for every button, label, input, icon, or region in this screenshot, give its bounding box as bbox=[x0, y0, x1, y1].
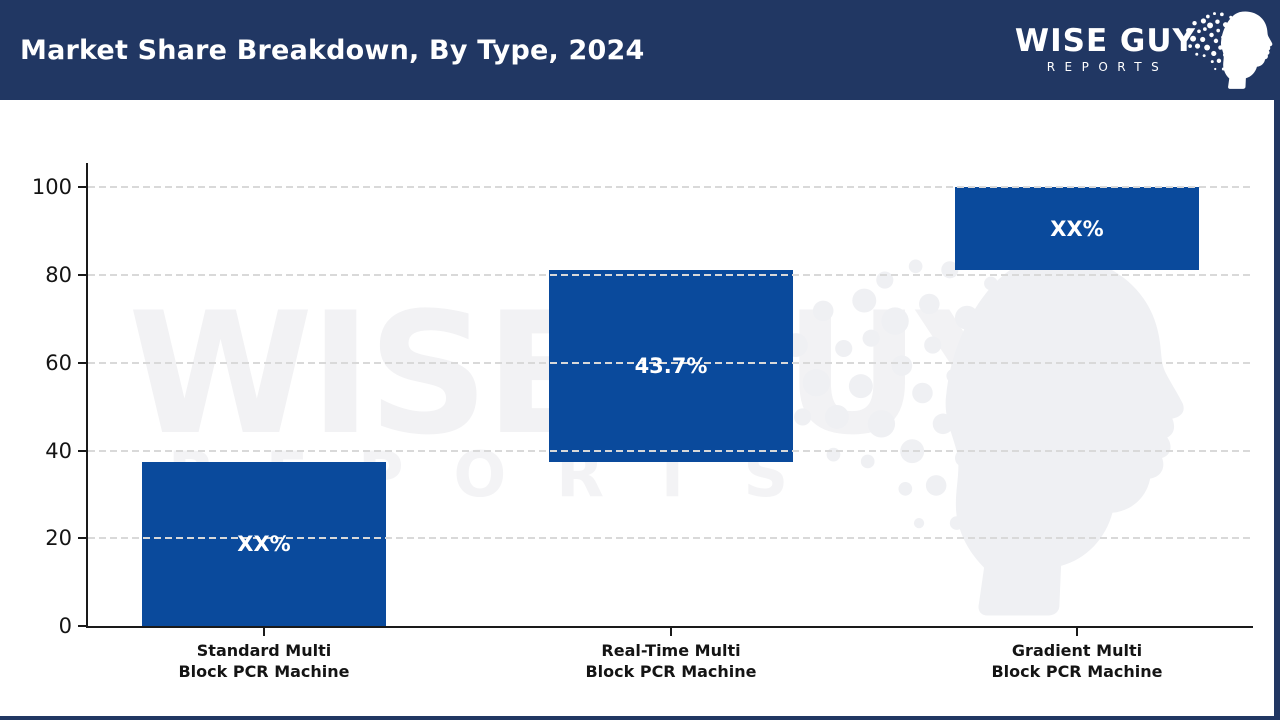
x-axis-line bbox=[86, 626, 1253, 628]
gridline-20 bbox=[88, 537, 1253, 540]
chart-canvas: WISE GUY REPORTS 0 20 40 60 80 100 XX% 43.7% XX%… bbox=[0, 100, 1280, 720]
gridline-40 bbox=[88, 449, 1253, 452]
watermark-face-icon bbox=[765, 215, 1210, 660]
x-category-label-line: Real-Time Multi bbox=[601, 641, 741, 660]
logo-subtitle: REPORTS bbox=[1046, 60, 1169, 74]
y-axis-line bbox=[86, 163, 88, 626]
y-tick-0 bbox=[78, 625, 88, 627]
logo-face-icon bbox=[1182, 6, 1278, 95]
bar-segment-2 bbox=[549, 269, 793, 462]
y-tick-40 bbox=[78, 449, 88, 452]
watermark-wordmark: WISE GUY bbox=[128, 276, 1038, 472]
gridline-100 bbox=[88, 186, 1253, 189]
y-tick-label-40: 40 bbox=[45, 438, 72, 463]
x-tick-1 bbox=[263, 628, 265, 636]
y-tick-20 bbox=[78, 537, 88, 540]
y-tick-label-0: 0 bbox=[58, 614, 72, 638]
y-tick-100 bbox=[78, 186, 88, 189]
x-category-label-line: Standard Multi bbox=[196, 641, 332, 660]
x-category-label-line: Gradient Multi bbox=[1011, 641, 1143, 660]
x-category-label-1: Standard Multi Block PCR Machine bbox=[104, 640, 424, 682]
page-title: Market Share Breakdown, By Type, 2024 bbox=[20, 34, 645, 66]
bar-segment-1 bbox=[142, 461, 386, 626]
x-category-label-line: Block PCR Machine bbox=[178, 662, 350, 681]
logo-wordmark: WISE GUY bbox=[1014, 23, 1196, 59]
bar-value-label-3: XX% bbox=[1050, 216, 1104, 241]
wise-guy-reports-logo: WISE GUY REPORTS bbox=[1015, 6, 1278, 95]
y-tick-label-60: 60 bbox=[45, 350, 72, 375]
x-category-label-2: Real-Time Multi Block PCR Machine bbox=[511, 640, 831, 682]
x-category-label-line: Block PCR Machine bbox=[991, 662, 1163, 681]
bar-segment-3 bbox=[955, 187, 1199, 270]
gridline-80 bbox=[88, 274, 1253, 277]
gridline-60 bbox=[88, 361, 1253, 364]
y-tick-60 bbox=[78, 361, 88, 364]
y-tick-label-20: 20 bbox=[45, 526, 72, 551]
bar-value-label-1: XX% bbox=[237, 531, 291, 556]
x-tick-2 bbox=[670, 628, 672, 636]
x-category-label-line: Block PCR Machine bbox=[585, 662, 757, 681]
y-tick-label-80: 80 bbox=[45, 263, 72, 288]
right-edge-strip bbox=[1274, 0, 1280, 720]
y-tick-label-100: 100 bbox=[31, 175, 72, 200]
x-tick-3 bbox=[1076, 628, 1078, 636]
header-bar: Market Share Breakdown, By Type, 2024 WI… bbox=[0, 0, 1280, 100]
logo-text: WISE GUY REPORTS bbox=[1015, 25, 1196, 75]
bottom-edge-strip bbox=[0, 716, 1280, 720]
x-category-label-3: Gradient Multi Block PCR Machine bbox=[917, 640, 1237, 682]
bar-value-label-2: 43.7% bbox=[634, 353, 708, 378]
y-tick-80 bbox=[78, 274, 88, 277]
